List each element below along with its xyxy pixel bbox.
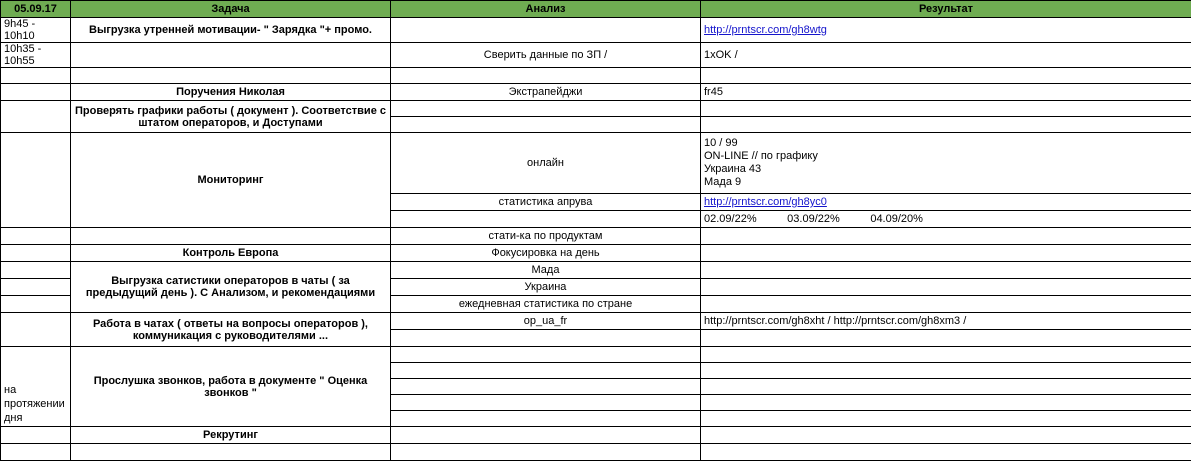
prntscr-link-gh8yc0[interactable]: http://prntscr.com/gh8yc0 [704,196,827,208]
result-empty-2 [701,101,1191,117]
task-control-europe: Контроль Европа [71,245,391,262]
date-empty-9 [1,296,71,313]
header-date: 05.09.17 [1,1,71,18]
analysis-empty-6 [391,330,701,347]
task-morning-motivation: Выгрузка утренней мотивации- " Зарядка "… [71,18,391,43]
task-monitoring: Мониторинг [71,133,391,228]
task-chat-work: Работа в чатах ( ответы на вопросы опера… [71,313,391,347]
table-row: 9h45 - 10h10 Выгрузка утренней мотивации… [1,18,1191,43]
result-empty-6 [701,262,1191,279]
analysis-products-stats: стати-ка по продуктам [391,228,701,245]
table-row: Рекрутинг [1,427,1191,444]
analysis-empty-11 [391,411,701,427]
table-row: стати-ка по продуктам [1,228,1191,245]
analysis-empty-10 [391,395,701,411]
result-empty-15 [701,427,1191,444]
analysis-empty-7 [391,347,701,363]
analysis-ukraine: Украина [391,279,701,296]
table-header-row: 05.09.17 Задача Анализ Результат [1,1,1191,18]
date-empty-7 [1,262,71,279]
task-empty-1 [71,43,391,68]
date-empty-12 [1,444,71,461]
result-empty-7 [701,279,1191,296]
result-empty-3 [701,117,1191,133]
analysis-empty-12 [391,427,701,444]
table-row: Работа в чатах ( ответы на вопросы опера… [1,313,1191,330]
task-operators-stats-upload: Выгрузка сатистики операторов в чаты ( з… [71,262,391,313]
task-recruiting: Рекрутинг [71,427,391,444]
analysis-approve-stats: статистика апрува [391,194,701,211]
date-empty-4 [1,133,71,228]
result-empty-1 [701,68,1191,84]
result-empty-5 [701,245,1191,262]
header-task: Задача [71,1,391,18]
task-nikolay-errands: Поручения Николая [71,84,391,101]
result-empty-11 [701,363,1191,379]
header-result: Результат [701,1,1191,18]
percent-values: 02.09/22% 03.09/22% 04.09/20% [704,213,923,225]
table-row: Проверять графики работы ( документ ). С… [1,101,1191,117]
time-slot-1: 9h45 - 10h10 [1,18,71,43]
date-empty-5 [1,228,71,245]
date-empty-2 [1,84,71,101]
analysis-empty-5 [391,211,701,228]
result-percent-row: 02.09/22% 03.09/22% 04.09/20% [701,211,1191,228]
analysis-extrapages: Экстрапейджи [391,84,701,101]
table-row [1,444,1191,461]
date-empty-6 [1,245,71,262]
task-calls-listening: Прослушка звонков, работа в документе " … [71,347,391,427]
analysis-online: онлайн [391,133,701,194]
result-salary: 1хOK / [701,43,1191,68]
result-online-block: 10 / 99 ON-LINE // по графику Украина 43… [701,133,1191,194]
analysis-empty [391,18,701,43]
table-row: Выгрузка сатистики операторов в чаты ( з… [1,262,1191,279]
table-row: Контроль Европа Фокусировка на день [1,245,1191,262]
task-empty-4 [71,444,391,461]
result-approve-link: http://prntscr.com/gh8yc0 [701,194,1191,211]
table-row: Поручения Николая Экстрапейджи fr45 [1,84,1191,101]
analysis-op-ua-fr: op_ua_fr [391,313,701,330]
date-empty-3 [1,101,71,133]
result-empty-10 [701,347,1191,363]
task-empty-2 [71,68,391,84]
analysis-empty-9 [391,379,701,395]
all-day-label: на протяжении дня [4,384,65,424]
table-row [1,68,1191,84]
result-empty-9 [701,330,1191,347]
analysis-empty-13 [391,444,701,461]
result-empty-14 [701,411,1191,427]
analysis-empty-4 [391,117,701,133]
table-row: на протяжении дня Прослушка звонков, раб… [1,347,1191,363]
analysis-daily-country-stats: ежедневная статистика по стране [391,296,701,313]
time-all-day: на протяжении дня [1,347,71,427]
date-empty-11 [1,427,71,444]
result-empty-8 [701,296,1191,313]
analysis-focus-day: Фокусировка на день [391,245,701,262]
result-motivation-link: http://prntscr.com/gh8wtg [701,18,1191,43]
date-empty-1 [1,68,71,84]
header-analysis: Анализ [391,1,701,18]
task-empty-3 [71,228,391,245]
analysis-empty-8 [391,363,701,379]
task-check-schedules: Проверять графики работы ( документ ). С… [71,101,391,133]
analysis-check-salary: Сверить данные по ЗП / [391,43,701,68]
prntscr-link-gh8wtg[interactable]: http://prntscr.com/gh8wtg [704,24,827,36]
analysis-mada: Мада [391,262,701,279]
online-stats-text: 10 / 99 ON-LINE // по графику Украина 43… [704,137,818,188]
result-empty-13 [701,395,1191,411]
result-empty-4 [701,228,1191,245]
analysis-empty-3 [391,101,701,117]
table-row: 10h35 - 10h55 Сверить данные по ЗП / 1хO… [1,43,1191,68]
result-empty-16 [701,444,1191,461]
date-empty-8 [1,279,71,296]
analysis-empty-2 [391,68,701,84]
date-empty-10 [1,313,71,347]
spreadsheet-sheet: 05.09.17 Задача Анализ Результат 9h45 - … [0,0,1191,411]
result-empty-12 [701,379,1191,395]
result-extrapages: fr45 [701,84,1191,101]
time-slot-2: 10h35 - 10h55 [1,43,71,68]
result-op-ua-fr: http://prntscr.com/gh8xht / http://prnts… [701,313,1191,330]
